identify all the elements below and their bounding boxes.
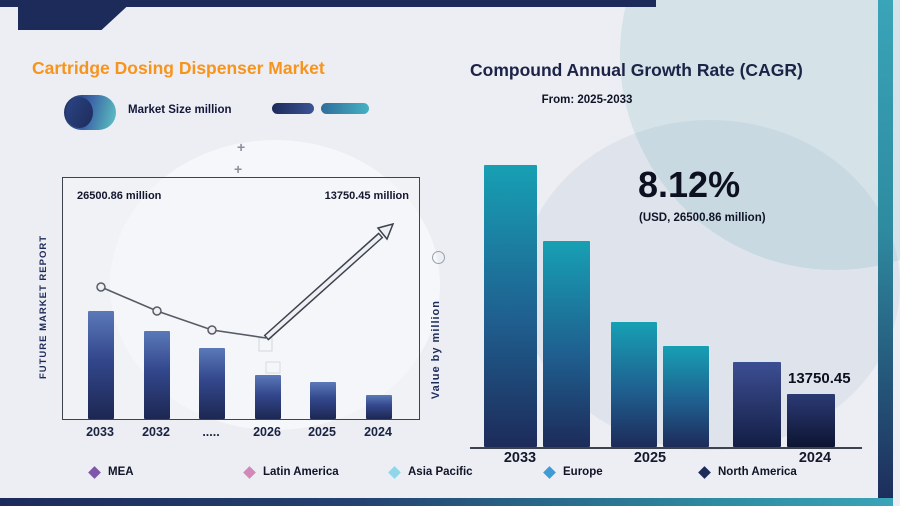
legend-label-europe: Europe	[563, 466, 603, 478]
decor-pill-2	[321, 103, 369, 114]
x-label-2026: 2026	[253, 425, 281, 439]
cagr-caption: (USD, 26500.86 million)	[639, 212, 766, 224]
legend-item-asia-pacific: Asia Pacific	[388, 465, 473, 479]
market-size-bar-mid	[199, 348, 225, 419]
left-chart-title: Cartridge Dosing Dispenser Market	[32, 58, 325, 78]
cagr-value: 8.12%	[638, 164, 741, 205]
legend-item-mea: MEA	[88, 465, 134, 479]
legend-marker-europe	[543, 465, 556, 479]
legend-item-north-america: North America	[698, 465, 797, 479]
cagr-2024-value-label: 13750.45	[788, 370, 851, 387]
decor-circle-icon	[432, 251, 445, 264]
market-size-bar-2026	[255, 375, 281, 419]
legend-marker-latin-america	[243, 465, 256, 479]
legend-marker-mea	[88, 465, 101, 479]
cagr-bar-2025-b	[663, 346, 709, 447]
legend-item-latin-america: Latin America	[243, 465, 339, 479]
market-size-chart: 26500.86 million 13750.45 million	[62, 177, 420, 420]
decor-right-strip	[878, 0, 893, 506]
legend-marker-asia-pacific	[388, 465, 401, 479]
x-label-2025: 2025	[308, 425, 336, 439]
legend-label-latin-america: Latin America	[263, 466, 339, 478]
chart-value-start: 26500.86 million	[77, 190, 162, 202]
x-label-2024: 2024	[364, 425, 392, 439]
cagr-x-label-2033: 2033	[503, 450, 537, 466]
x-label-mid: .....	[202, 425, 220, 439]
legend-marker-north-america	[698, 465, 711, 479]
market-size-cylinder-icon	[64, 95, 116, 130]
market-size-bar-2024	[366, 395, 392, 419]
chart-value-end: 13750.45 million	[324, 190, 409, 202]
decor-pill-1	[272, 103, 314, 114]
cagr-bar-2025-a	[611, 322, 657, 447]
legend-label-north-america: North America	[718, 466, 797, 478]
market-size-legend-label: Market Size million	[128, 104, 232, 116]
y-axis-label-right: Value by million	[430, 300, 442, 400]
cagr-baseline	[470, 447, 862, 449]
decor-bottom-strip	[0, 498, 893, 506]
cylinder-end-cap	[66, 97, 93, 128]
right-chart-title: Compound Annual Growth Rate (CAGR)	[470, 60, 803, 80]
cagr-x-label-2024: 2024	[798, 450, 832, 466]
right-chart-subtitle: From: 2025-2033	[541, 94, 633, 106]
decor-top-bar	[0, 0, 656, 7]
cagr-x-label-2025: 2025	[633, 450, 667, 466]
market-size-bar-2025	[310, 382, 336, 419]
decor-top-left-fold	[18, 0, 134, 30]
legend-item-europe: Europe	[543, 465, 603, 479]
legend-label-mea: MEA	[108, 466, 134, 478]
x-label-2032: 2032	[142, 425, 170, 439]
market-size-bar-2033	[88, 311, 114, 419]
trend-line-arrow	[96, 222, 395, 374]
decor-plus-1: +	[237, 139, 246, 155]
legend-label-asia-pacific: Asia Pacific	[408, 466, 473, 478]
cagr-bar-2033-b	[543, 241, 590, 447]
cagr-bar-2024-a	[733, 362, 781, 447]
y-axis-label-left: FUTURE MARKET REPORT	[38, 235, 49, 380]
market-size-bar-2032	[144, 331, 170, 419]
cagr-bar-2024-b	[787, 394, 835, 447]
x-label-2033: 2033	[86, 425, 114, 439]
cagr-bar-2033-a	[484, 165, 537, 447]
decor-plus-2: +	[234, 161, 243, 177]
